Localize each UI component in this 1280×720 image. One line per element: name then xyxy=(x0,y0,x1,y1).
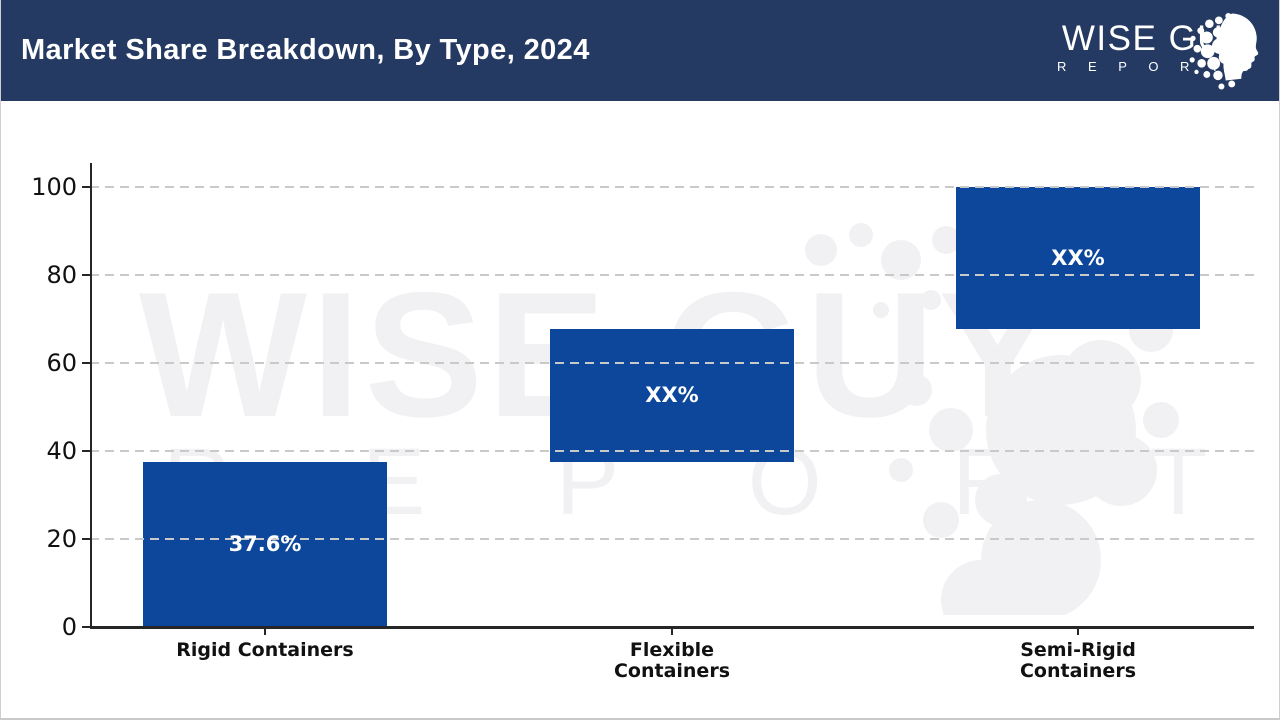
y-gridline xyxy=(90,450,1254,452)
y-tick-label: 40 xyxy=(46,437,77,465)
y-tick-label: 80 xyxy=(46,261,77,289)
y-tick-mark xyxy=(82,274,90,276)
bar-value-label: XX% xyxy=(1051,246,1105,271)
bar-3 xyxy=(956,187,1200,330)
y-axis-spine xyxy=(90,163,92,629)
x-category-label: Rigid Containers xyxy=(176,639,354,661)
y-tick-label: 20 xyxy=(46,525,77,553)
wise-guy-logo: WISE GUY R E P O R T S xyxy=(1017,5,1267,97)
y-tick-mark xyxy=(82,186,90,188)
y-gridline xyxy=(90,274,1254,276)
y-tick-label: 100 xyxy=(31,173,77,201)
y-tick-label: 0 xyxy=(61,613,77,641)
x-category-label: Flexible Containers xyxy=(613,639,731,682)
x-tick-mark xyxy=(264,627,266,635)
chart-title: Market Share Breakdown, By Type, 2024 xyxy=(21,34,590,66)
y-gridline xyxy=(90,362,1254,364)
x-category-label: Semi-Rigid Containers xyxy=(1019,639,1137,682)
bar-1 xyxy=(143,461,387,627)
y-tick-mark xyxy=(82,626,90,628)
x-tick-mark xyxy=(1077,627,1079,635)
bar-value-label: 37.6% xyxy=(228,532,302,557)
header-band: Market Share Breakdown, By Type, 2024 WI… xyxy=(1,0,1279,101)
y-gridline xyxy=(90,538,1254,540)
y-tick-mark xyxy=(82,538,90,540)
bar-value-label: XX% xyxy=(645,383,699,408)
logo-face-icon xyxy=(1189,12,1259,90)
y-tick-mark xyxy=(82,362,90,364)
x-tick-mark xyxy=(671,627,673,635)
bar-2 xyxy=(550,329,794,462)
y-tick-label: 60 xyxy=(46,349,77,377)
y-gridline xyxy=(90,186,1254,188)
x-axis-spine xyxy=(90,626,1254,629)
y-tick-mark xyxy=(82,450,90,452)
